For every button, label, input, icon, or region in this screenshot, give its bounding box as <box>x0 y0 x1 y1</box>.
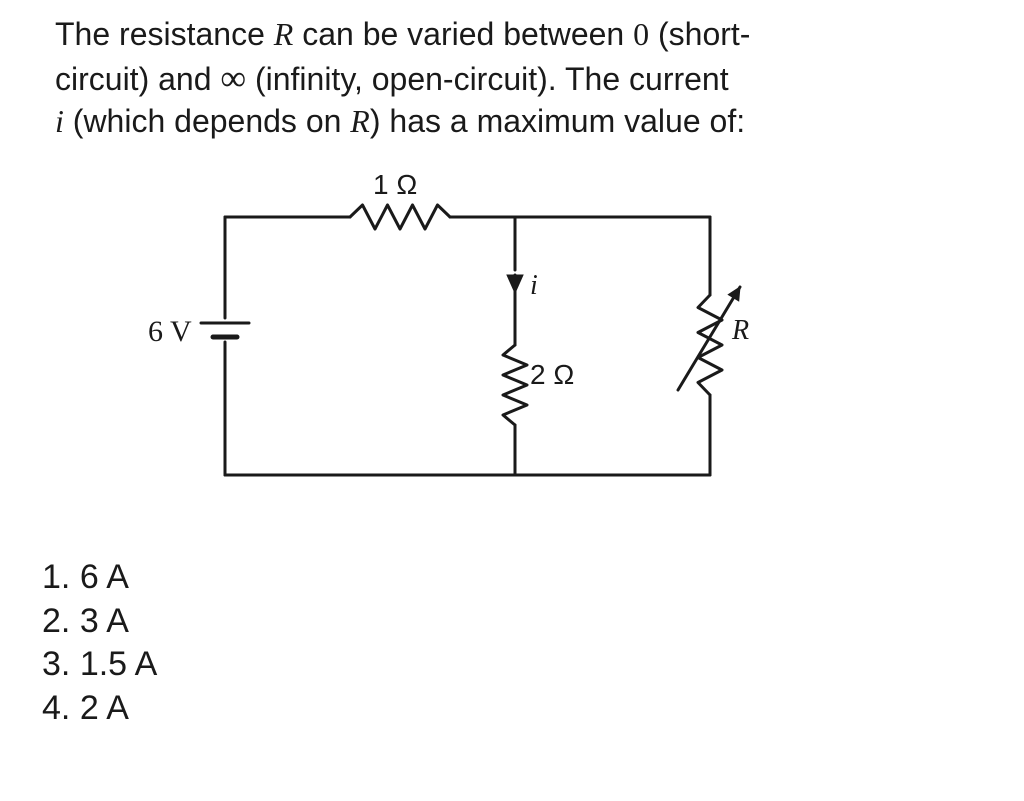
q-zero: 0 <box>633 16 649 52</box>
page: The resistance R can be varied between 0… <box>0 0 1024 801</box>
option-3: 3. 1.5 A <box>42 643 157 687</box>
answer-options: 1. 6 A 2. 3 A 3. 1.5 A 4. 2 A <box>42 556 157 730</box>
option-3-val: 1.5 A <box>80 645 158 683</box>
circuit-diagram: 1 Ω 6 V 2 Ω i R <box>140 175 860 505</box>
option-4: 4. 2 A <box>42 687 157 731</box>
option-4-num: 4. <box>42 689 80 727</box>
q-i: i <box>55 103 64 139</box>
r1-label: 1 Ω <box>373 169 417 201</box>
option-2-val: 3 A <box>80 602 129 640</box>
q-R: R <box>274 16 294 52</box>
option-4-val: 2 A <box>80 689 129 727</box>
q-R2: R <box>350 103 370 139</box>
circuit-svg <box>140 175 860 505</box>
q-line2-post: (infinity, open-circuit). The current <box>246 61 729 97</box>
option-1-val: 6 A <box>80 558 129 596</box>
q-infinity: ∞ <box>220 58 246 98</box>
option-1: 1. 6 A <box>42 556 157 600</box>
variable-r-label: R <box>732 315 749 346</box>
source-label: 6 V <box>148 315 192 349</box>
option-1-num: 1. <box>42 558 80 596</box>
q-line1-pre: The resistance <box>55 16 274 52</box>
q-line3-mid: (which depends on <box>64 103 350 139</box>
q-line1-end: (short- <box>649 16 750 52</box>
option-2: 2. 3 A <box>42 600 157 644</box>
q-line2-pre: circuit) and <box>55 61 220 97</box>
option-3-num: 3. <box>42 645 80 683</box>
q-line3-end: ) has a maximum value of: <box>370 103 745 139</box>
question-text: The resistance R can be varied between 0… <box>55 14 925 142</box>
i-label: i <box>530 270 538 301</box>
option-2-num: 2. <box>42 602 80 640</box>
q-line1-post: can be varied between <box>293 16 633 52</box>
r2ohm-label: 2 Ω <box>530 359 574 391</box>
